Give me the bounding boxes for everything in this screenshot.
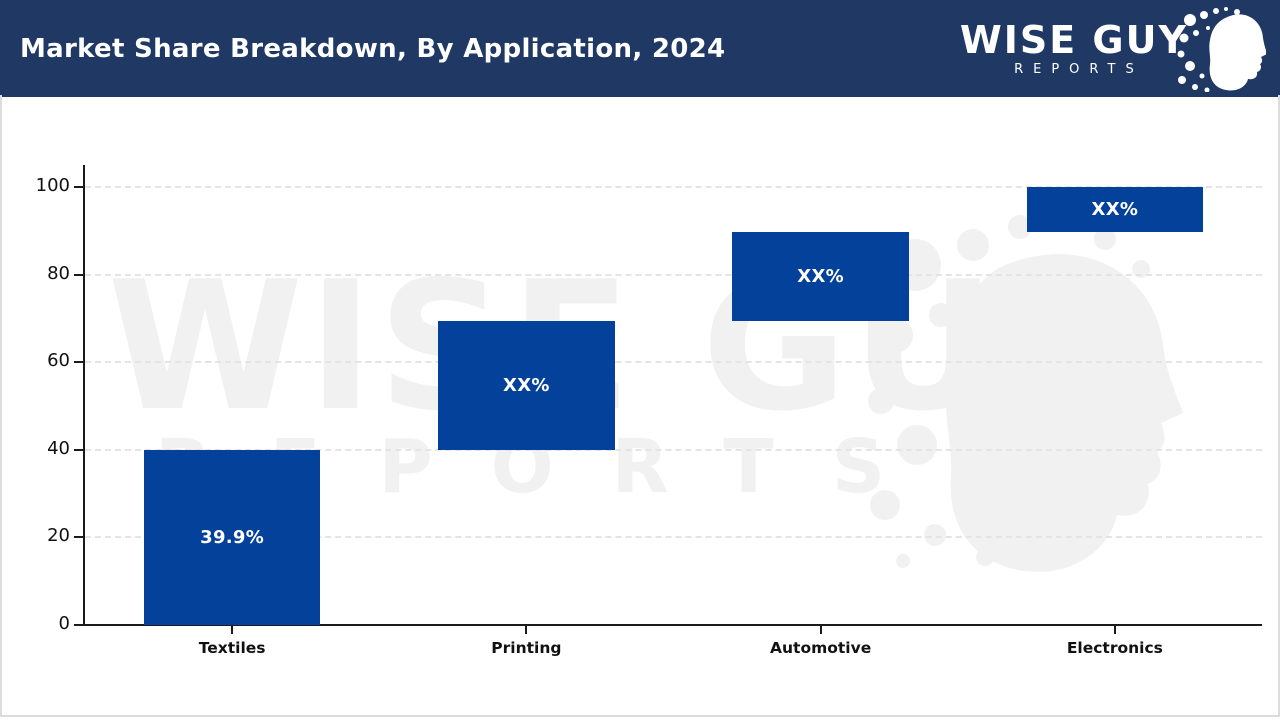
y-tick-mark bbox=[74, 624, 83, 626]
y-tick-label: 20 bbox=[47, 525, 70, 547]
page-border-left bbox=[0, 95, 2, 717]
y-tick-label: 60 bbox=[47, 350, 70, 372]
gridline-y40 bbox=[85, 448, 1262, 451]
brand-name: WISE GUY bbox=[959, 17, 1188, 62]
x-tick-label-automotive: Automotive bbox=[770, 639, 872, 657]
bar-automotive: XX% bbox=[732, 232, 909, 322]
header: Market Share Breakdown, By Application, … bbox=[0, 0, 1280, 97]
brand-logo-text: WISE GUY REPORTS bbox=[960, 21, 1188, 77]
x-tick-label-printing: Printing bbox=[491, 639, 562, 657]
y-tick-mark bbox=[74, 185, 83, 188]
x-tick-mark bbox=[231, 626, 234, 634]
bar-electronics: XX% bbox=[1026, 186, 1204, 233]
bar-printing: XX% bbox=[438, 321, 615, 451]
brand-logo: WISE GUY REPORTS bbox=[960, 6, 1280, 92]
page-border-right bbox=[1278, 95, 1280, 717]
brand-head-icon bbox=[1177, 6, 1266, 92]
x-axis-line bbox=[83, 624, 1262, 626]
plot-area: 39.9% XX% XX% XX% bbox=[85, 165, 1262, 625]
x-tick-mark bbox=[525, 626, 528, 634]
brand-subname: REPORTS bbox=[1014, 61, 1144, 77]
y-axis-line bbox=[83, 165, 85, 626]
y-tick-label: 80 bbox=[47, 262, 70, 284]
gridline-y80 bbox=[85, 273, 1262, 276]
bar-value-label: 39.9% bbox=[200, 527, 265, 549]
gridline-y100 bbox=[85, 185, 1262, 188]
y-tick-mark bbox=[74, 361, 83, 364]
bar-value-label: XX% bbox=[797, 266, 844, 288]
y-tick-mark bbox=[74, 448, 83, 451]
x-tick-label-textiles: Textiles bbox=[198, 639, 266, 657]
y-tick-label: 100 bbox=[35, 174, 70, 196]
y-tick-mark bbox=[74, 273, 83, 276]
x-tick-mark bbox=[1113, 626, 1116, 634]
bar-textiles: 39.9% bbox=[143, 450, 321, 625]
gridline-y20 bbox=[85, 536, 1262, 539]
y-tick-label: 0 bbox=[58, 613, 70, 634]
y-tick-label: 40 bbox=[47, 437, 70, 459]
bar-value-label: XX% bbox=[503, 375, 550, 397]
x-tick-label-electronics: Electronics bbox=[1066, 639, 1163, 657]
gridline-y60 bbox=[85, 361, 1262, 364]
page-border-bottom bbox=[0, 715, 1280, 717]
bar-value-label: XX% bbox=[1091, 198, 1139, 220]
chart-title: Market Share Breakdown, By Application, … bbox=[20, 33, 726, 64]
x-tick-mark bbox=[819, 626, 822, 634]
y-tick-mark bbox=[74, 536, 83, 539]
